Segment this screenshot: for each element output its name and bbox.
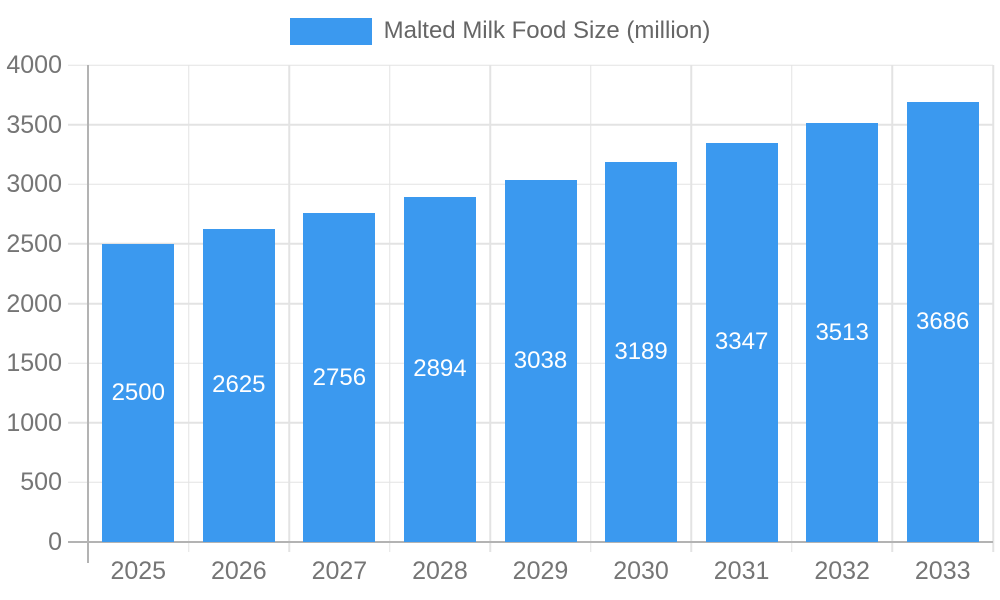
y-tick-label: 4000 — [6, 51, 62, 79]
bar-2029[interactable]: 3038 — [504, 179, 577, 542]
y-tick-label: 500 — [20, 468, 62, 497]
bar-value-label: 2500 — [111, 378, 165, 406]
bar-2031[interactable]: 3347 — [705, 142, 778, 542]
bar-2027[interactable]: 2756 — [303, 213, 376, 542]
bar-2026[interactable]: 2625 — [202, 228, 275, 542]
y-axis-line — [87, 65, 89, 563]
x-tick-label-2028: 2028 — [412, 557, 468, 585]
x-tick-label-2030: 2030 — [613, 557, 669, 585]
plot-area: 2500 2625 2756 2894 3038 3189 3347 3513 3686 — [68, 64, 994, 563]
legend: Malted Milk Food Size (million) — [0, 17, 1000, 45]
v-gridline — [288, 65, 290, 552]
y-tick-label: 3000 — [6, 170, 62, 199]
x-tick-label-2025: 2025 — [110, 557, 167, 585]
bar-2033[interactable]: 3686 — [906, 102, 979, 542]
bar-value-label: 3513 — [815, 318, 869, 346]
v-gridline — [590, 65, 592, 552]
v-gridline — [388, 65, 391, 552]
bar-value-label: 2625 — [212, 371, 266, 399]
v-gridline — [891, 65, 894, 552]
y-tick-label: 0 — [48, 528, 62, 556]
bar-value-label: 3347 — [714, 328, 769, 356]
bar-value-label: 2756 — [312, 363, 367, 391]
v-gridline — [187, 65, 190, 552]
y-tick-label: 2500 — [6, 229, 62, 258]
v-gridline — [791, 65, 793, 552]
legend-label: Malted Milk Food Size (million) — [383, 17, 711, 44]
bar-value-label: 3038 — [513, 346, 568, 374]
x-tick-label-2032: 2032 — [814, 557, 870, 585]
y-tick-label: 2000 — [6, 289, 62, 318]
bar-value-label: 3686 — [916, 308, 970, 336]
x-tick-label-2029: 2029 — [512, 557, 569, 585]
x-axis-labels: 2025 2026 2027 2028 2029 2030 2031 2032 2033 — [88, 557, 993, 587]
bar-2028[interactable]: 2894 — [403, 196, 476, 542]
bar-2032[interactable]: 3513 — [806, 123, 879, 542]
x-tick-label-2033: 2033 — [914, 557, 971, 585]
y-tick-label: 1000 — [6, 408, 62, 437]
y-tick-label: 1500 — [6, 349, 62, 378]
y-tick-label: 3500 — [6, 110, 62, 139]
bar-2025[interactable]: 2500 — [102, 243, 175, 542]
v-gridline — [690, 65, 693, 552]
x-axis-line — [68, 541, 993, 543]
legend-item[interactable]: Malted Milk Food Size (million) — [289, 17, 711, 45]
y-axis-labels: 0 500 1000 1500 2000 2500 3000 3500 4000 — [0, 52, 62, 555]
v-gridline — [992, 65, 994, 552]
v-gridline — [489, 65, 491, 552]
h-gridline — [68, 123, 993, 126]
x-tick-label-2031: 2031 — [713, 557, 770, 585]
bar-value-label: 2894 — [413, 355, 467, 383]
bar-value-label: 3189 — [614, 337, 668, 365]
x-tick-label-2027: 2027 — [311, 557, 368, 585]
bar-2030[interactable]: 3189 — [605, 161, 678, 542]
h-gridline — [68, 64, 993, 66]
legend-swatch — [289, 17, 372, 45]
x-tick-label-2026: 2026 — [211, 557, 267, 585]
